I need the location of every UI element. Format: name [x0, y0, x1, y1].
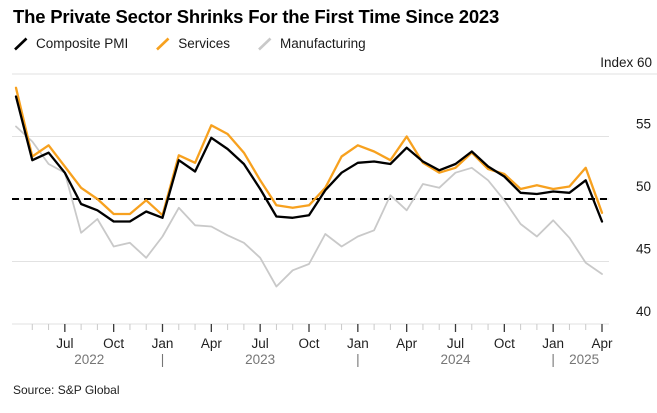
year-label-2024: 2024: [440, 352, 471, 367]
y-tick-label-50: 50: [636, 179, 651, 194]
x-tick-label: Apr: [201, 336, 223, 351]
x-tick-label: Jul: [252, 336, 269, 351]
services-line-swatch-icon: [156, 37, 170, 50]
series-line-manufacturing: [15, 125, 603, 288]
legend-label-services: Services: [178, 36, 231, 51]
series-line-services: [14, 86, 604, 217]
chart-title: The Private Sector Shrinks For the First…: [13, 6, 500, 27]
year-label-2025: 2025: [569, 352, 599, 367]
legend-label-manufacturing: Manufacturing: [280, 36, 366, 51]
x-tick-label: Oct: [103, 336, 124, 351]
x-tick-label: Apr: [591, 336, 613, 351]
x-tick-label: Oct: [298, 336, 319, 351]
legend-label-composite-pmi: Composite PMI: [36, 36, 129, 51]
x-tick-label: Apr: [396, 336, 418, 351]
year-separator: |: [161, 352, 165, 367]
y-axis-unit-label: Index 60: [600, 55, 652, 70]
x-tick-label: Jan: [152, 336, 174, 351]
x-tick-label: Jul: [56, 336, 73, 351]
legend-item-services: Services: [155, 36, 230, 51]
chart-legend: Composite PMI Services Manufacturing: [13, 36, 366, 51]
x-tick-label: Jan: [542, 336, 564, 351]
year-label-2022: 2022: [74, 352, 104, 367]
year-separator: |: [551, 352, 555, 367]
year-label-2023: 2023: [245, 352, 275, 367]
y-tick-label-45: 45: [636, 242, 651, 257]
legend-item-composite-pmi: Composite PMI: [13, 36, 128, 51]
series-line-composite-pmi: [14, 95, 604, 223]
y-tick-label-40: 40: [636, 304, 651, 319]
year-separator: |: [356, 352, 360, 367]
source-note: Source: S&P Global: [13, 383, 120, 397]
x-tick-label: Jan: [347, 336, 369, 351]
legend-item-manufacturing: Manufacturing: [257, 36, 366, 51]
x-tick-label: Oct: [494, 336, 515, 351]
y-tick-label-55: 55: [636, 117, 651, 132]
composite-pmi-line-swatch-icon: [14, 37, 28, 50]
x-tick-label: Jul: [447, 336, 464, 351]
manufacturing-line-swatch-icon: [258, 37, 272, 50]
